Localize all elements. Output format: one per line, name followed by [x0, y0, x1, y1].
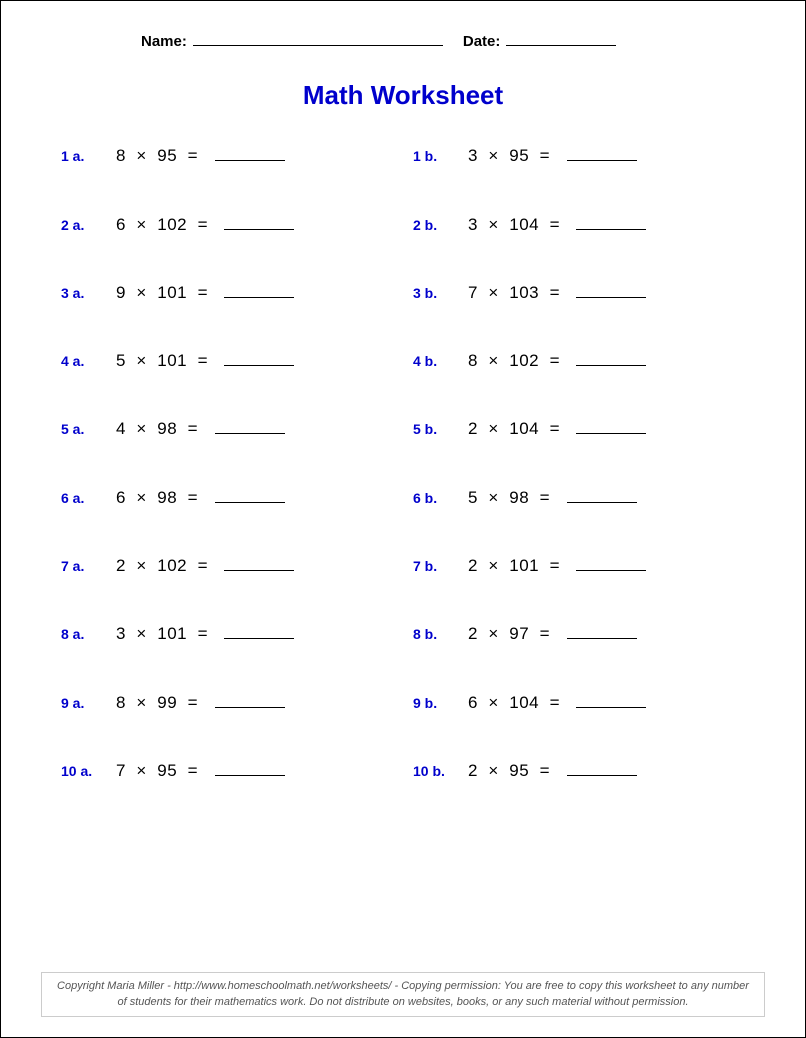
copyright-footer: Copyright Maria Miller - http://www.home…	[41, 972, 765, 1017]
problem-item: 6 b.5 × 98 =	[413, 487, 745, 507]
problem-label: 3 a.	[61, 285, 116, 301]
problem-item: 2 b.3 × 104 =	[413, 214, 745, 234]
problem-expression: 8 × 99 =	[116, 693, 209, 713]
problem-item: 10 b.2 × 95 =	[413, 761, 745, 781]
problem-label: 6 a.	[61, 490, 116, 506]
problem-expression: 2 × 97 =	[468, 624, 561, 644]
answer-blank[interactable]	[215, 146, 285, 161]
problem-expression: 5 × 101 =	[116, 351, 218, 371]
problem-label: 2 a.	[61, 217, 116, 233]
date-label: Date:	[463, 33, 501, 50]
answer-blank[interactable]	[224, 214, 294, 229]
answer-blank[interactable]	[215, 487, 285, 502]
problem-label: 10 b.	[413, 763, 468, 779]
problem-item: 5 a.4 × 98 =	[61, 419, 393, 439]
problem-item: 1 b.3 × 95 =	[413, 146, 745, 166]
problem-expression: 2 × 95 =	[468, 761, 561, 781]
problem-item: 6 a.6 × 98 =	[61, 487, 393, 507]
problem-item: 4 b.8 × 102 =	[413, 351, 745, 371]
problem-item: 1 a.8 × 95 =	[61, 146, 393, 166]
answer-blank[interactable]	[224, 624, 294, 639]
problem-label: 6 b.	[413, 490, 468, 506]
worksheet-title: Math Worksheet	[41, 80, 765, 111]
problem-expression: 7 × 95 =	[116, 761, 209, 781]
answer-blank[interactable]	[224, 556, 294, 571]
problem-item: 8 a.3 × 101 =	[61, 624, 393, 644]
problem-label: 1 b.	[413, 148, 468, 164]
problem-label: 4 b.	[413, 353, 468, 369]
problem-label: 8 a.	[61, 626, 116, 642]
answer-blank[interactable]	[215, 692, 285, 707]
problem-item: 9 a.8 × 99 =	[61, 692, 393, 712]
answer-blank[interactable]	[224, 351, 294, 366]
problem-item: 7 a.2 × 102 =	[61, 556, 393, 576]
problem-label: 3 b.	[413, 285, 468, 301]
problem-item: 2 a.6 × 102 =	[61, 214, 393, 234]
problem-expression: 8 × 95 =	[116, 146, 209, 166]
problem-label: 9 b.	[413, 695, 468, 711]
answer-blank[interactable]	[567, 624, 637, 639]
problem-label: 2 b.	[413, 217, 468, 233]
problem-expression: 3 × 104 =	[468, 215, 570, 235]
problem-item: 9 b.6 × 104 =	[413, 692, 745, 712]
problem-item: 8 b.2 × 97 =	[413, 624, 745, 644]
problem-label: 5 a.	[61, 421, 116, 437]
problem-expression: 2 × 104 =	[468, 419, 570, 439]
problem-expression: 6 × 104 =	[468, 693, 570, 713]
problem-expression: 9 × 101 =	[116, 283, 218, 303]
answer-blank[interactable]	[224, 283, 294, 298]
problem-expression: 8 × 102 =	[468, 351, 570, 371]
answer-blank[interactable]	[215, 419, 285, 434]
problem-label: 8 b.	[413, 626, 468, 642]
problem-label: 9 a.	[61, 695, 116, 711]
problem-item: 5 b.2 × 104 =	[413, 419, 745, 439]
problem-expression: 6 × 102 =	[116, 215, 218, 235]
answer-blank[interactable]	[215, 761, 285, 776]
answer-blank[interactable]	[576, 692, 646, 707]
problem-expression: 2 × 101 =	[468, 556, 570, 576]
answer-blank[interactable]	[567, 487, 637, 502]
date-blank[interactable]	[506, 31, 616, 46]
problem-label: 7 a.	[61, 558, 116, 574]
problem-item: 3 b.7 × 103 =	[413, 283, 745, 303]
problem-item: 7 b.2 × 101 =	[413, 556, 745, 576]
problem-label: 5 b.	[413, 421, 468, 437]
problem-expression: 5 × 98 =	[468, 488, 561, 508]
problem-expression: 3 × 95 =	[468, 146, 561, 166]
answer-blank[interactable]	[576, 556, 646, 571]
problem-expression: 6 × 98 =	[116, 488, 209, 508]
problem-label: 1 a.	[61, 148, 116, 164]
answer-blank[interactable]	[576, 419, 646, 434]
problem-label: 7 b.	[413, 558, 468, 574]
problem-item: 10 a.7 × 95 =	[61, 761, 393, 781]
answer-blank[interactable]	[576, 214, 646, 229]
problem-label: 10 a.	[61, 763, 116, 779]
name-label: Name:	[141, 33, 187, 50]
worksheet-page: Name: Date: Math Worksheet 1 a.8 × 95 = …	[0, 0, 806, 1038]
problem-label: 4 a.	[61, 353, 116, 369]
problems-grid: 1 a.8 × 95 = 1 b.3 × 95 = 2 a.6 × 102 = …	[41, 146, 765, 781]
header-row: Name: Date:	[141, 31, 765, 50]
problem-expression: 2 × 102 =	[116, 556, 218, 576]
problem-expression: 4 × 98 =	[116, 419, 209, 439]
problem-item: 4 a.5 × 101 =	[61, 351, 393, 371]
problem-expression: 7 × 103 =	[468, 283, 570, 303]
problem-expression: 3 × 101 =	[116, 624, 218, 644]
problem-item: 3 a.9 × 101 =	[61, 283, 393, 303]
answer-blank[interactable]	[567, 761, 637, 776]
name-blank[interactable]	[193, 31, 443, 46]
answer-blank[interactable]	[576, 283, 646, 298]
answer-blank[interactable]	[576, 351, 646, 366]
answer-blank[interactable]	[567, 146, 637, 161]
